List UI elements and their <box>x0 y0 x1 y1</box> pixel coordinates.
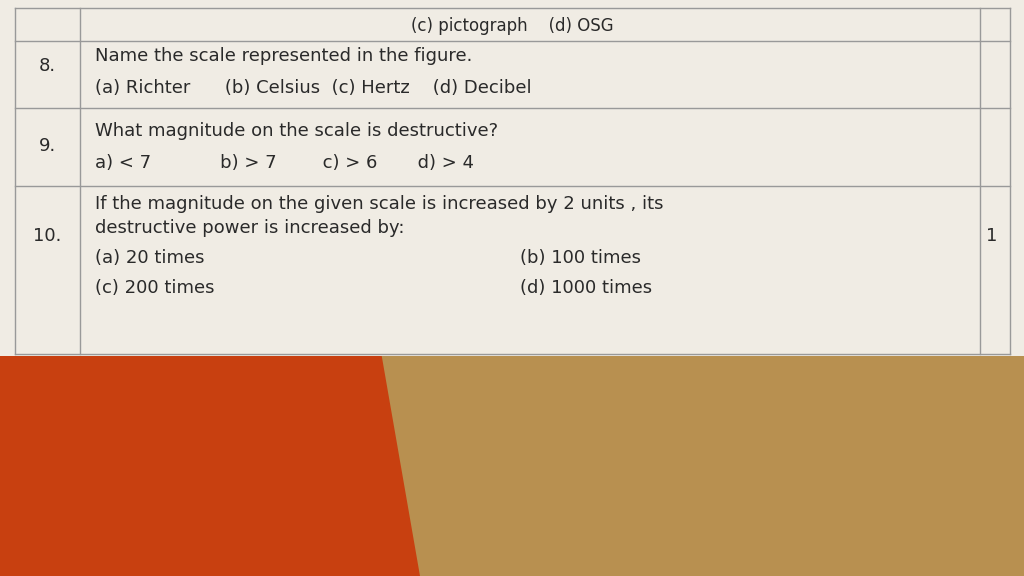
Text: If the magnitude on the given scale is increased by 2 units , its: If the magnitude on the given scale is i… <box>95 195 664 213</box>
Text: What magnitude on the scale is destructive?: What magnitude on the scale is destructi… <box>95 122 498 140</box>
Text: (a) Richter      (b) Celsius  (c) Hertz    (d) Decibel: (a) Richter (b) Celsius (c) Hertz (d) De… <box>95 79 531 97</box>
Text: (c) pictograph    (d) OSG: (c) pictograph (d) OSG <box>411 17 613 35</box>
Text: Name the scale represented in the figure.: Name the scale represented in the figure… <box>95 47 472 65</box>
Polygon shape <box>0 346 420 576</box>
Text: (a) 20 times: (a) 20 times <box>95 249 205 267</box>
Text: (b) 100 times: (b) 100 times <box>520 249 641 267</box>
Text: 9.: 9. <box>38 137 55 155</box>
Bar <box>980 0 1024 356</box>
Bar <box>0 0 1005 356</box>
Text: 10.: 10. <box>33 227 61 245</box>
Bar <box>0 346 1024 576</box>
Text: destructive power is increased by:: destructive power is increased by: <box>95 219 404 237</box>
Text: (d) 1000 times: (d) 1000 times <box>520 279 652 297</box>
Text: a) < 7            b) > 7        c) > 6       d) > 4: a) < 7 b) > 7 c) > 6 d) > 4 <box>95 154 474 172</box>
Text: 1: 1 <box>986 227 997 245</box>
Text: 8.: 8. <box>39 57 55 75</box>
Text: (c) 200 times: (c) 200 times <box>95 279 214 297</box>
